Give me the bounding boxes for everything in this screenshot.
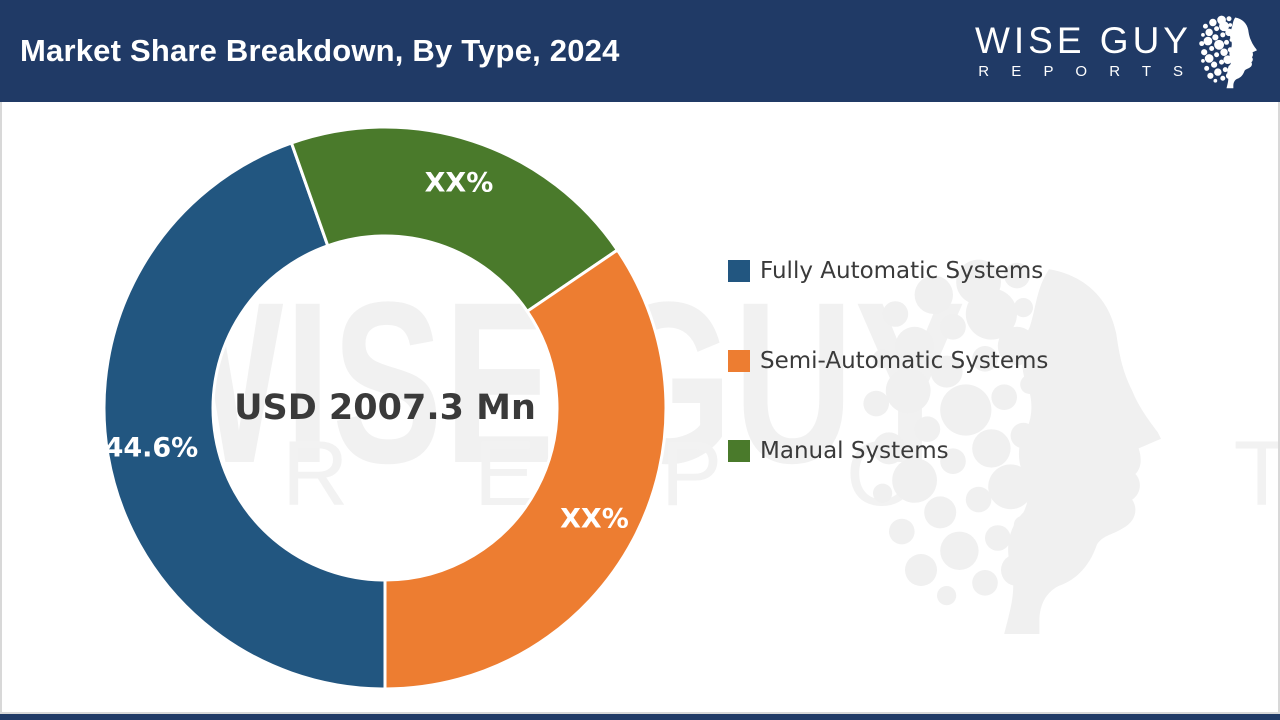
chart-area: WISE GUY R E P O R T S 44.6%XX%XX% USD 2…: [0, 102, 1280, 714]
legend-item: Fully Automatic Systems: [728, 257, 1048, 285]
legend-swatch: [728, 350, 750, 372]
page-title: Market Share Breakdown, By Type, 2024: [20, 33, 620, 68]
segment-percentage-label: 44.6%: [105, 433, 199, 464]
legend-label: Manual Systems: [760, 438, 949, 464]
segment-percentage-label: XX%: [560, 503, 629, 534]
donut-segment: [289, 125, 619, 313]
legend-label: Fully Automatic Systems: [760, 258, 1044, 284]
donut-chart: 44.6% XX% XX%: [102, 125, 668, 691]
legend-label: Semi-Automatic Systems: [760, 348, 1049, 374]
legend-swatch: [728, 440, 750, 462]
logo-face-icon: [1199, 15, 1257, 89]
chart-legend: Fully Automatic Systems Semi-Automatic S…: [728, 257, 1048, 527]
segment-percentage-label: XX%: [425, 167, 494, 198]
logo-subtitle: R E P O R T S: [978, 63, 1192, 80]
wise-guy-logo: WISE GUY R E P O R T S: [975, 12, 1260, 90]
chart-center-value: USD 2007.3 Mn: [234, 388, 536, 428]
legend-item: Manual Systems: [728, 437, 1048, 465]
footer-bar: [0, 714, 1280, 720]
logo-wordmark: WISE GUY: [974, 20, 1192, 61]
header-bar: Market Share Breakdown, By Type, 2024 WI…: [0, 0, 1280, 102]
donut-segment: [102, 141, 387, 691]
legend-swatch: [728, 260, 750, 282]
logo-text: WISE GUY R E P O R T S: [975, 21, 1192, 81]
legend-item: Semi-Automatic Systems: [728, 347, 1048, 375]
donut-segment: [383, 248, 668, 691]
